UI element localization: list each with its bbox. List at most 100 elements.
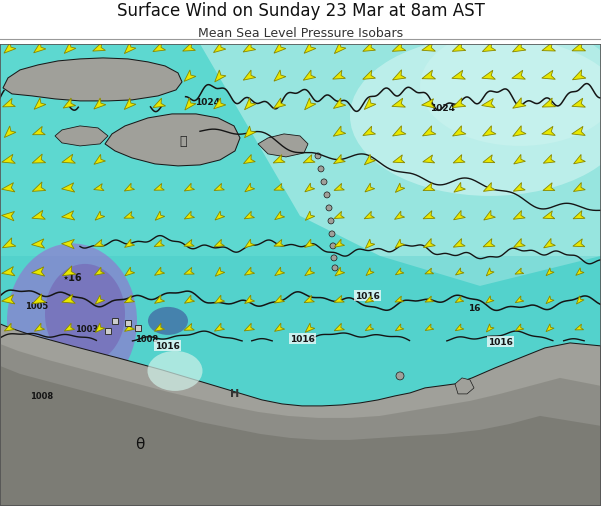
Polygon shape [392,127,406,137]
Polygon shape [483,239,495,247]
Polygon shape [394,212,404,220]
Polygon shape [274,43,286,54]
Polygon shape [124,99,136,110]
Polygon shape [243,43,255,53]
Polygon shape [334,240,344,248]
Text: θ: θ [135,436,145,451]
Polygon shape [422,71,436,80]
Polygon shape [334,212,344,219]
Polygon shape [63,266,76,276]
Polygon shape [543,155,555,164]
Polygon shape [575,324,584,330]
Polygon shape [572,99,585,108]
Polygon shape [546,268,554,276]
Polygon shape [573,239,585,247]
Polygon shape [452,43,466,52]
Polygon shape [214,99,226,109]
Polygon shape [425,324,434,331]
Polygon shape [364,155,376,165]
Polygon shape [94,240,105,247]
Polygon shape [453,155,465,163]
Polygon shape [34,43,46,54]
Bar [125,320,131,326]
Polygon shape [31,267,44,276]
Polygon shape [392,43,406,52]
Text: H: H [230,388,240,398]
Polygon shape [573,155,585,164]
Polygon shape [392,99,406,108]
Circle shape [321,180,327,186]
Ellipse shape [147,351,203,391]
Polygon shape [214,240,224,247]
Text: 1024: 1024 [195,98,220,107]
Polygon shape [483,183,495,192]
Polygon shape [305,212,315,221]
Ellipse shape [148,307,188,335]
Polygon shape [61,240,75,249]
Polygon shape [215,71,226,83]
Polygon shape [395,324,404,331]
Circle shape [324,192,330,199]
Polygon shape [572,71,586,80]
Polygon shape [185,99,196,111]
Polygon shape [454,183,465,193]
Polygon shape [32,294,46,304]
Polygon shape [484,211,495,220]
Polygon shape [275,324,285,332]
Polygon shape [392,71,406,81]
Polygon shape [125,268,135,276]
Polygon shape [93,43,105,52]
Polygon shape [304,71,316,81]
Polygon shape [572,43,585,52]
Polygon shape [64,324,75,331]
Polygon shape [363,127,376,136]
Polygon shape [275,268,285,276]
Polygon shape [304,43,316,54]
Polygon shape [425,269,434,274]
Polygon shape [513,239,525,248]
Polygon shape [513,183,525,192]
Polygon shape [543,183,555,191]
Polygon shape [258,135,308,158]
Polygon shape [305,99,316,110]
Polygon shape [421,99,435,109]
Polygon shape [4,127,16,138]
Polygon shape [365,240,375,249]
Text: Mean Sea Level Pressure Isobars: Mean Sea Level Pressure Isobars [198,27,403,40]
Polygon shape [95,296,105,304]
Polygon shape [4,324,14,331]
Polygon shape [395,184,405,193]
Polygon shape [61,183,75,193]
Text: 1024: 1024 [430,104,455,112]
Polygon shape [334,324,344,331]
Polygon shape [513,99,526,109]
Text: Surface Wind on Sunday 23 Mar at 8am AST: Surface Wind on Sunday 23 Mar at 8am AST [117,2,484,20]
Polygon shape [486,296,494,304]
Polygon shape [200,45,601,287]
Polygon shape [304,296,314,303]
Polygon shape [64,43,76,54]
Polygon shape [422,43,435,52]
Polygon shape [275,212,285,220]
Polygon shape [513,126,526,137]
Polygon shape [274,240,284,247]
Polygon shape [305,184,315,192]
Polygon shape [3,59,182,102]
Polygon shape [546,296,554,304]
Text: 16: 16 [468,303,481,313]
Polygon shape [245,296,255,304]
Polygon shape [124,324,135,332]
Polygon shape [95,212,105,221]
Polygon shape [245,99,256,110]
Polygon shape [245,184,255,192]
Polygon shape [245,268,255,276]
Polygon shape [274,296,284,303]
Polygon shape [334,296,344,303]
Bar [0,257,601,506]
Polygon shape [395,268,404,275]
Polygon shape [154,268,165,276]
Polygon shape [153,43,165,52]
Ellipse shape [350,37,601,196]
Polygon shape [303,155,315,163]
Polygon shape [105,115,240,166]
